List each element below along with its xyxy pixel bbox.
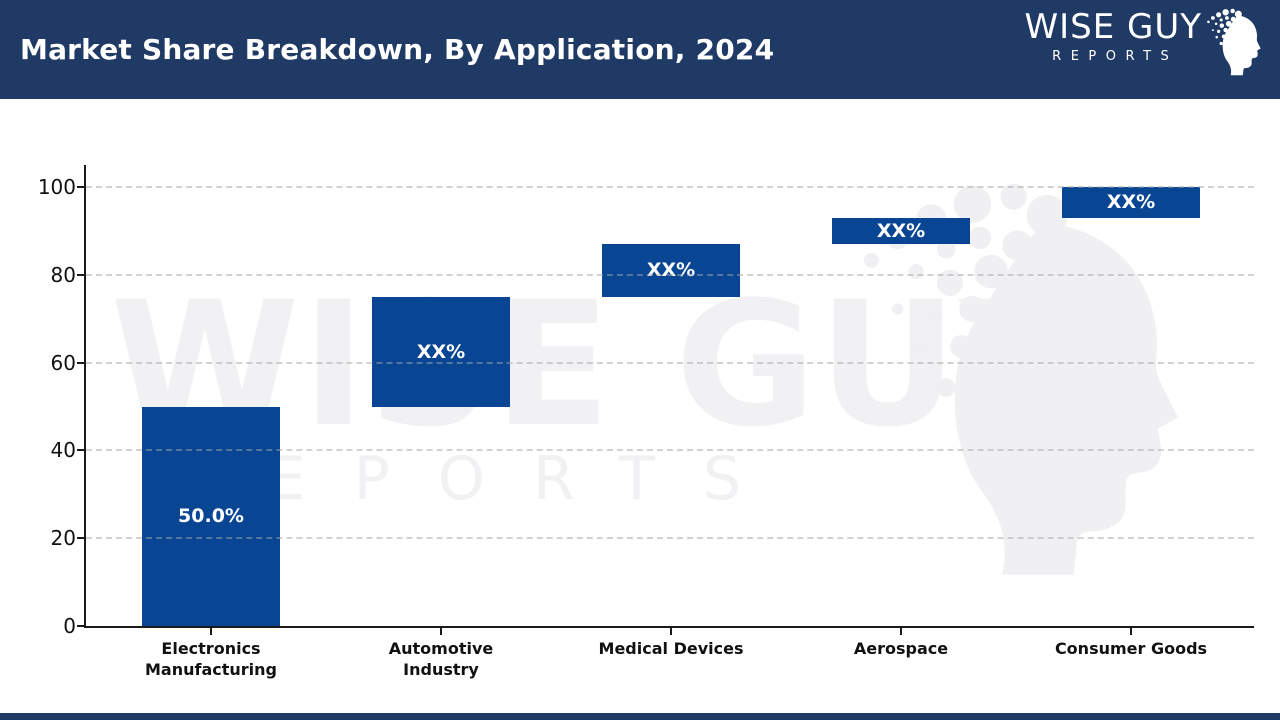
header-banner: Market Share Breakdown, By Application, … — [0, 0, 1280, 99]
bar-1: 50.0% — [142, 406, 280, 626]
x-tick-3 — [670, 627, 672, 635]
y-tick-80 — [77, 273, 85, 276]
y-tick-0 — [77, 625, 85, 627]
gridline-60 — [86, 361, 1254, 364]
bar-5: XX% — [1062, 187, 1200, 218]
gridline-100 — [86, 186, 1254, 188]
x-category-label-5: Consumer Goods — [1054, 639, 1208, 658]
bar-value-label-3: XX% — [646, 259, 696, 282]
x-tick-1 — [210, 627, 212, 635]
y-tick-label-20: 20 — [50, 526, 76, 551]
watermark-face-logo — [863, 183, 1179, 575]
gridline-40 — [86, 449, 1254, 452]
x-category-label-3: Medical Devices — [598, 639, 744, 658]
y-tick-label-0: 0 — [63, 614, 76, 638]
x-category-label-4: Aerospace — [853, 639, 949, 658]
gridline-80 — [86, 273, 1254, 276]
brand-logo: WISE GUY REPORTS — [1024, 10, 1202, 63]
x-category-label-2: Automotive Industry — [388, 639, 494, 679]
y-tick-60 — [77, 361, 85, 364]
brand-logo-wordmark: WISE GUY — [1024, 7, 1202, 47]
bar-value-label-1: 50.0% — [178, 505, 244, 528]
bar-value-label-5: XX% — [1106, 191, 1156, 214]
x-tick-5 — [1130, 627, 1132, 635]
gridline-20 — [86, 537, 1254, 540]
bar-value-label-2: XX% — [416, 340, 466, 363]
x-axis-spine — [84, 626, 1254, 628]
x-tick-4 — [900, 627, 902, 635]
y-axis-spine — [84, 165, 86, 628]
bar-value-label-4: XX% — [876, 219, 926, 242]
y-tick-label-80: 80 — [50, 262, 76, 287]
brand-logo-subtext: REPORTS — [1052, 49, 1179, 64]
y-tick-20 — [77, 537, 85, 540]
y-tick-label-60: 60 — [50, 350, 76, 375]
bar-2: XX% — [372, 296, 510, 407]
footer-strip — [0, 713, 1280, 720]
y-tick-label-100: 100 — [37, 175, 76, 199]
bar-3: XX% — [602, 244, 740, 297]
brand-face-icon — [1207, 8, 1261, 76]
y-tick-100 — [77, 186, 85, 188]
y-tick-40 — [77, 449, 85, 452]
x-tick-2 — [440, 627, 442, 635]
x-category-label-1: Electronics Manufacturing — [145, 639, 277, 679]
page-title: Market Share Breakdown, By Application, … — [20, 33, 775, 66]
y-tick-label-40: 40 — [50, 438, 76, 463]
bar-4: XX% — [832, 217, 970, 245]
